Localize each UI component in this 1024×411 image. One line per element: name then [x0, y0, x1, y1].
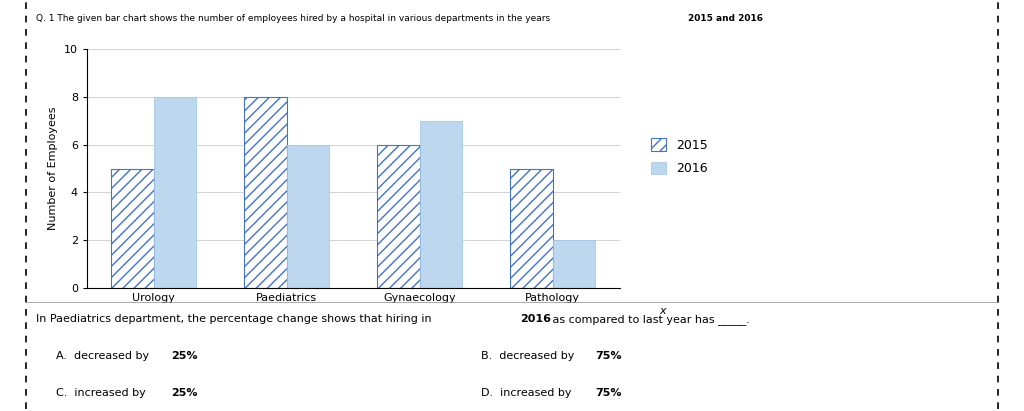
- Bar: [287, 145, 330, 288]
- Text: 25%: 25%: [171, 351, 198, 361]
- Text: x: x: [659, 306, 666, 316]
- Text: 2015 and 2016: 2015 and 2016: [688, 14, 763, 23]
- Text: B.  decreased by: B. decreased by: [481, 351, 579, 361]
- Bar: [377, 145, 420, 288]
- Y-axis label: Number of Employees: Number of Employees: [48, 107, 58, 230]
- Text: 25%: 25%: [171, 388, 198, 398]
- Legend: 2015, 2016: 2015, 2016: [647, 134, 712, 179]
- Text: Q. 1 The given bar chart shows the number of employees hired by a hospital in va: Q. 1 The given bar chart shows the numbe…: [36, 14, 553, 23]
- Bar: [245, 97, 287, 288]
- Text: In Paediatrics department, the percentage change shows that hiring in: In Paediatrics department, the percentag…: [36, 314, 435, 324]
- Text: 2016: 2016: [520, 314, 551, 324]
- Text: A.  decreased by: A. decreased by: [56, 351, 153, 361]
- Bar: [553, 240, 595, 288]
- Text: C.  increased by: C. increased by: [56, 388, 150, 398]
- Text: 75%: 75%: [595, 351, 622, 361]
- Text: 75%: 75%: [595, 388, 622, 398]
- Bar: [510, 169, 553, 288]
- Text: as compared to last year has _____.: as compared to last year has _____.: [549, 314, 750, 326]
- Bar: [154, 97, 197, 288]
- Bar: [420, 121, 462, 288]
- Bar: [112, 169, 154, 288]
- Text: D.  increased by: D. increased by: [481, 388, 575, 398]
